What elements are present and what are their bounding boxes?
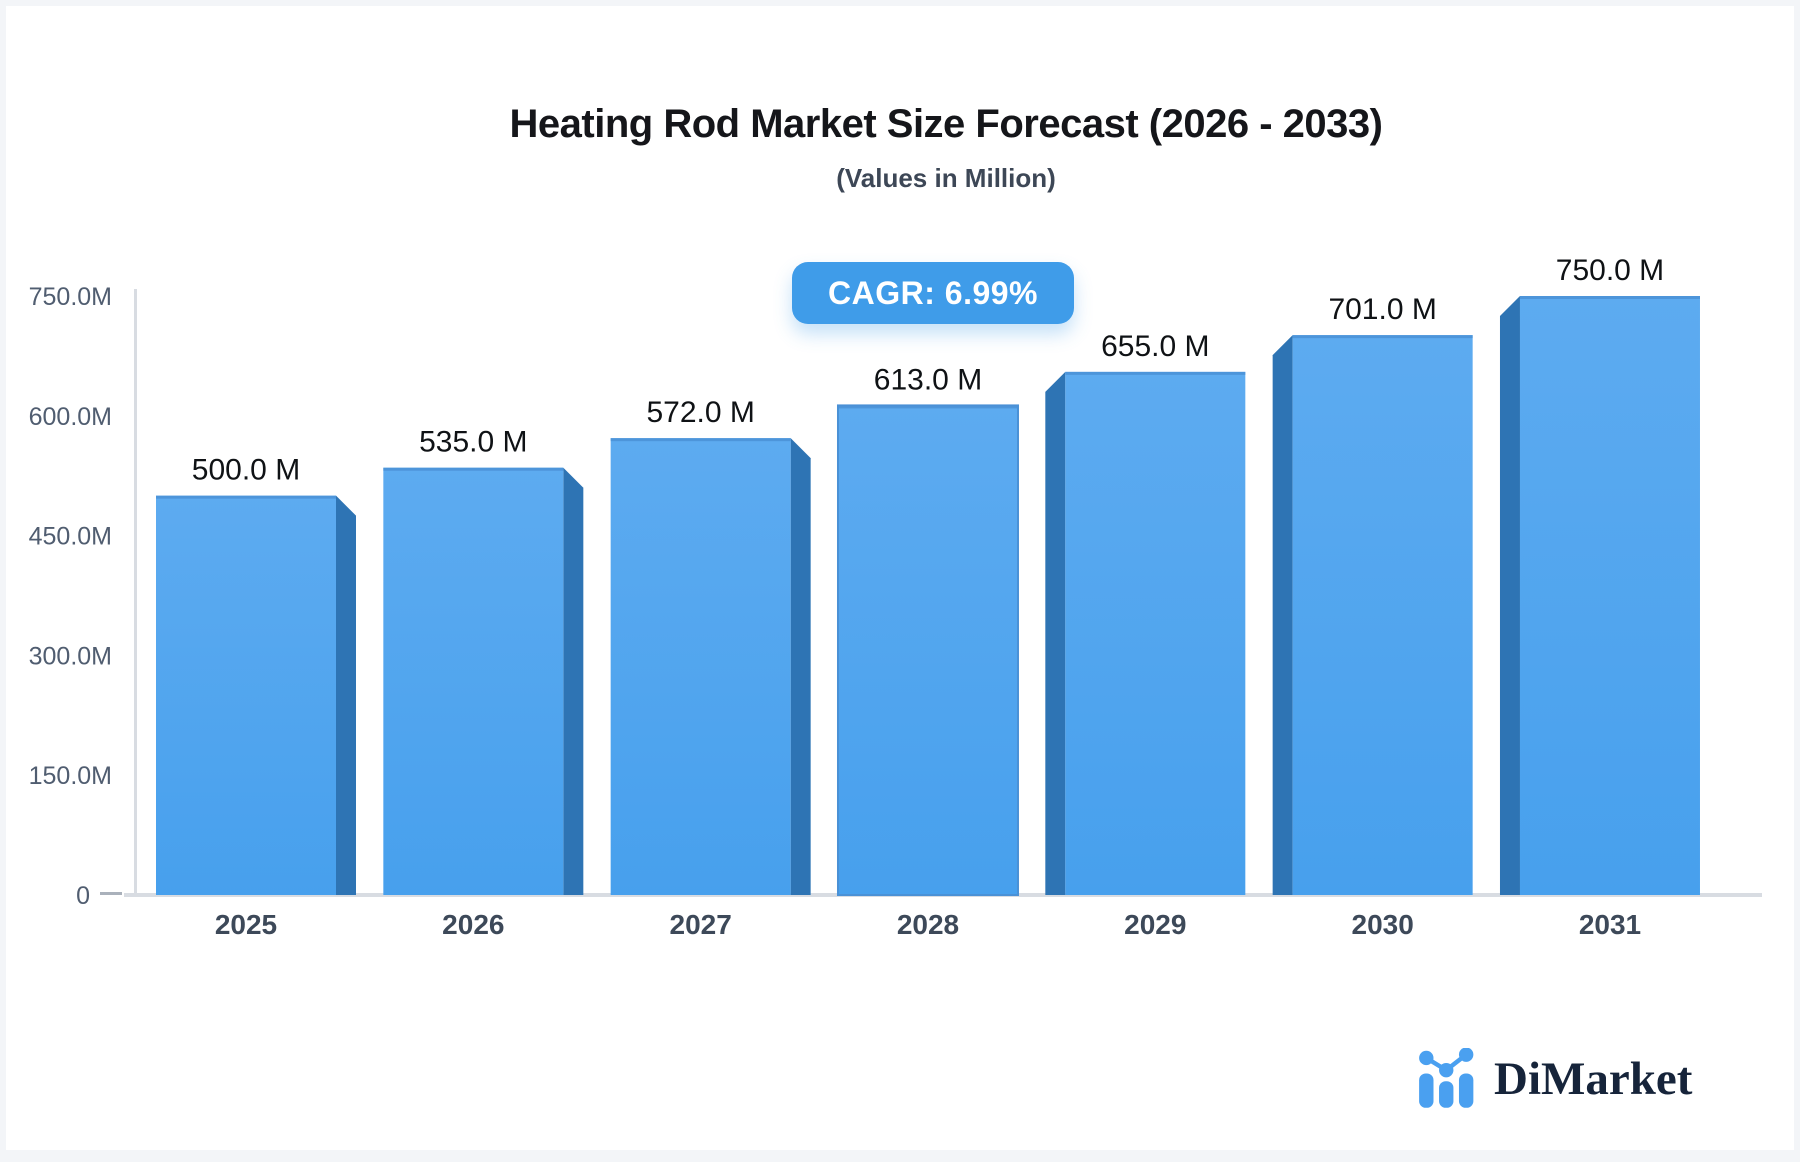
- x-axis-label: 2027: [670, 909, 732, 940]
- y-tick-label: 0: [76, 882, 90, 910]
- bar-value-label: 500.0 M: [192, 454, 300, 487]
- bar-top-edge: [1520, 296, 1700, 299]
- bar-value-label: 655.0 M: [1101, 330, 1209, 363]
- bar-group-2028: 613.0 M 2028: [838, 363, 1018, 940]
- bar-top-edge: [156, 496, 336, 499]
- brand-logo: DiMarket: [1418, 1048, 1692, 1110]
- x-axis-label: 2026: [442, 909, 504, 940]
- x-axis-label: 2031: [1579, 909, 1641, 940]
- bar-2028[interactable]: [838, 405, 1018, 895]
- x-axis-label: 2025: [215, 909, 277, 940]
- bar-2030[interactable]: [1293, 335, 1473, 895]
- y-tick-label: 150.0M: [29, 762, 112, 790]
- bar-side-panel: [336, 496, 356, 895]
- bar-2029[interactable]: [1065, 372, 1245, 895]
- bar-value-label: 535.0 M: [419, 426, 527, 459]
- bar-group-2030: 701.0 M 2030: [1273, 293, 1473, 940]
- chart-card: Heating Rod Market Size Forecast (2026 -…: [6, 6, 1794, 1150]
- bar-value-label: 750.0 M: [1556, 254, 1664, 287]
- x-axis-label: 2029: [1124, 909, 1186, 940]
- bar-group-2027: 572.0 M 2027: [611, 396, 811, 940]
- bar-group-2029: 655.0 M 2029: [1045, 330, 1245, 940]
- bar-value-label: 613.0 M: [874, 363, 982, 396]
- bar-group-2026: 535.0 M 2026: [383, 426, 583, 940]
- bar-group-2025: 500.0 M 2025: [156, 454, 356, 940]
- bar-side-panel: [1045, 372, 1065, 895]
- bar-2031[interactable]: [1520, 296, 1700, 895]
- bar-chart-plot: 750.0M 600.0M 450.0M 300.0M 150.0M 0 500.0 M 20…: [6, 6, 1800, 1162]
- bar-side-panel: [1273, 335, 1293, 895]
- bar-value-label: 701.0 M: [1328, 293, 1436, 326]
- y-tick-label: 750.0M: [29, 283, 112, 311]
- bar-top-edge: [1065, 372, 1245, 375]
- x-axis-label: 2030: [1352, 909, 1414, 940]
- bar-value-label: 572.0 M: [646, 396, 754, 429]
- bar-top-edge: [611, 438, 791, 441]
- bar-top-edge: [383, 468, 563, 471]
- bar-top-edge: [838, 405, 1018, 408]
- zero-tick-mark: [100, 892, 122, 895]
- y-tick-label: 450.0M: [29, 523, 112, 551]
- bar-top-edge: [1293, 335, 1473, 338]
- bar-2026[interactable]: [383, 468, 563, 895]
- brand-name: DiMarket: [1494, 1056, 1692, 1103]
- bar-side-panel: [1500, 296, 1520, 895]
- bar-side-panel: [563, 468, 583, 895]
- bar-2027[interactable]: [611, 438, 791, 895]
- bar-group-2031: 750.0 M 2031: [1500, 254, 1700, 940]
- y-axis-line: [134, 289, 137, 897]
- y-tick-label: 600.0M: [29, 403, 112, 431]
- bar-line-chart-logo-icon: [1418, 1048, 1480, 1110]
- bar-2025[interactable]: [156, 496, 336, 895]
- bar-side-panel: [791, 438, 811, 895]
- y-tick-label: 300.0M: [29, 642, 112, 670]
- x-axis-label: 2028: [897, 909, 959, 940]
